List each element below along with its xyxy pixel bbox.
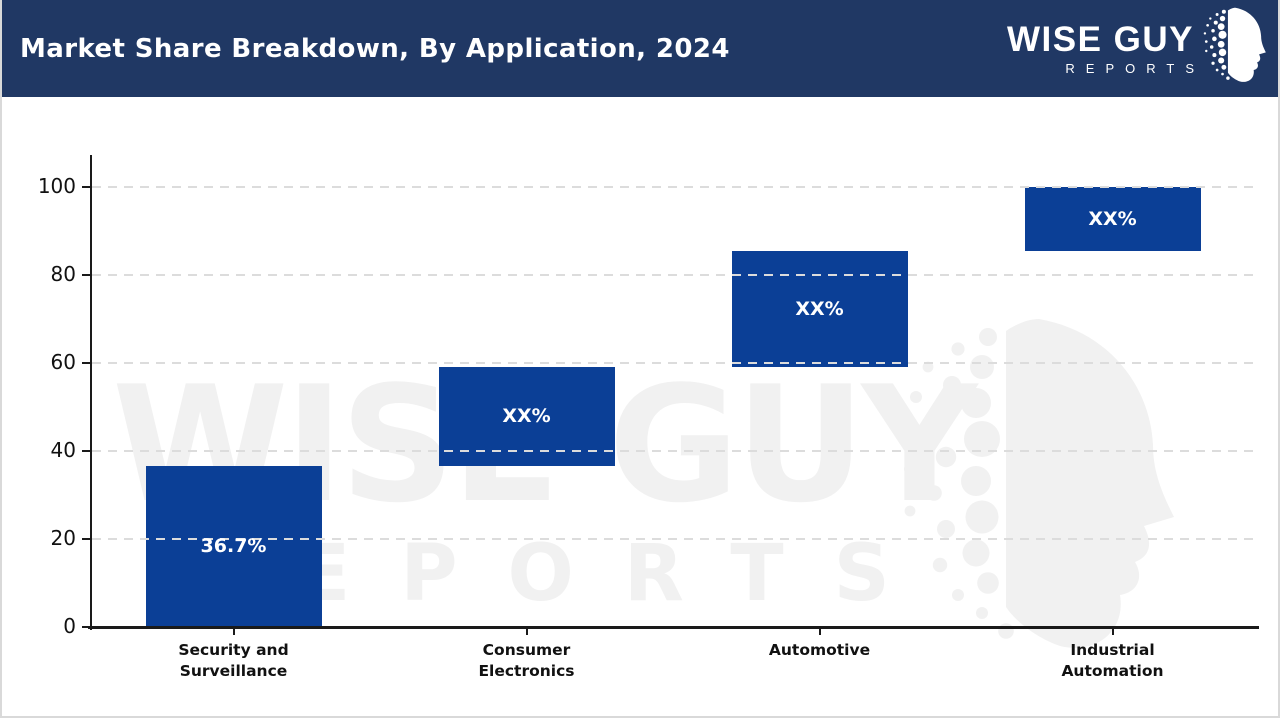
- y-tick: [82, 538, 91, 540]
- page-title: Market Share Breakdown, By Application, …: [20, 33, 730, 64]
- logo-face-icon: [1203, 7, 1266, 82]
- gridline: [92, 538, 1259, 540]
- y-tick-label: 20: [50, 526, 76, 550]
- logo-wordmark: WISE GUY: [1006, 19, 1194, 59]
- bar: [145, 465, 322, 627]
- bar-value-label: XX%: [1088, 207, 1137, 230]
- gridline: [92, 450, 1259, 452]
- bar: [731, 250, 908, 368]
- y-tick-label: 60: [50, 350, 76, 374]
- y-tick: [82, 450, 91, 452]
- x-tick: [525, 627, 528, 635]
- x-axis: [88, 626, 1259, 629]
- y-tick-label: 100: [37, 174, 76, 198]
- gridline: [92, 274, 1259, 276]
- logo: WISE GUY REPORTS: [1007, 5, 1266, 93]
- x-tick-label: Security and Surveillance: [178, 641, 289, 680]
- x-tick: [1111, 627, 1114, 635]
- y-tick: [82, 186, 91, 188]
- bar-value-label: XX%: [795, 298, 844, 321]
- bar-value-label: XX%: [502, 405, 551, 428]
- x-tick: [232, 627, 235, 635]
- watermark-face-icon: [898, 319, 1174, 648]
- y-tick-label: 0: [63, 614, 76, 638]
- y-tick: [82, 274, 91, 276]
- x-tick: [818, 627, 821, 635]
- y-axis: [90, 155, 92, 630]
- y-tick-label: 80: [50, 262, 76, 286]
- header: Market Share Breakdown, By Application, …: [2, 0, 1278, 97]
- bar-value-label: 36.7%: [200, 535, 267, 558]
- logo-text: WISE GUY REPORTS: [1007, 22, 1194, 76]
- logo-reports-label: REPORTS: [1065, 60, 1205, 76]
- gridline: [92, 362, 1259, 364]
- x-tick-label: Consumer Electronics: [478, 641, 575, 680]
- bar: [438, 367, 615, 466]
- bar: [1024, 187, 1201, 251]
- chart-area: WISE GUY REPORTS 36.7% XX% XX% XX% 0 20 40 60 80…: [2, 97, 1278, 716]
- gridline: [92, 186, 1259, 188]
- y-tick-label: 40: [50, 438, 76, 462]
- x-tick-label: Automotive: [768, 641, 871, 659]
- x-tick-label: Industrial Automation: [1061, 641, 1164, 680]
- y-tick: [82, 362, 91, 364]
- y-tick: [82, 626, 91, 628]
